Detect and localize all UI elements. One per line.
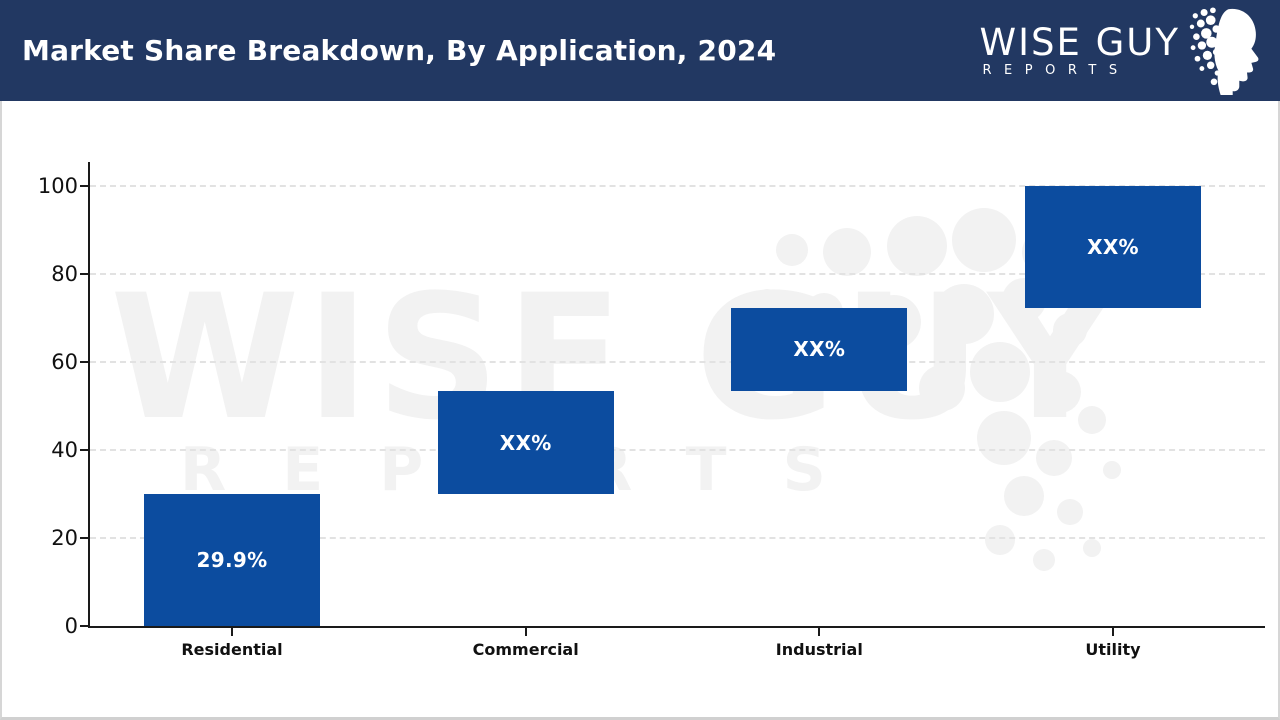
x-axis-tick xyxy=(231,628,233,636)
bar-commercial: XX% xyxy=(437,391,614,495)
category-label-residential: Residential xyxy=(181,640,283,659)
category-label-commercial: Commercial xyxy=(472,640,579,659)
x-axis-tick xyxy=(818,628,821,636)
y-axis-tick-label: 20 xyxy=(51,526,78,550)
bar-value-label: 29.9% xyxy=(196,548,268,573)
gridline-y40 xyxy=(90,449,1265,451)
y-axis-tick-label: 60 xyxy=(51,350,78,374)
waterfall-chart: 0 20 40 60 80 100 29.9% Residential XX% Commercia… xyxy=(2,101,1278,717)
header-bar: Market Share Breakdown, By Application, … xyxy=(0,0,1280,101)
y-axis-line xyxy=(88,162,90,628)
gridline-y20 xyxy=(90,537,1265,539)
x-axis-line xyxy=(88,626,1265,628)
page-title: Market Share Breakdown, By Application, … xyxy=(22,34,777,67)
category-label-utility: Utility xyxy=(1085,640,1141,659)
x-axis-tick xyxy=(1112,628,1114,636)
y-axis-tick xyxy=(80,361,88,363)
gridline-y100 xyxy=(90,185,1265,187)
y-axis-tick xyxy=(80,625,88,627)
bar-value-label: XX% xyxy=(1087,234,1139,259)
x-axis-tick xyxy=(524,628,527,636)
brand-subtitle: REPORTS xyxy=(982,63,1130,78)
bar-industrial: XX% xyxy=(731,307,908,392)
y-axis-tick-label: 80 xyxy=(51,262,78,286)
bar-residential: 29.9% xyxy=(144,494,320,626)
brand-logo: WISE GUY REPORTS xyxy=(980,6,1264,95)
category-label-industrial: Industrial xyxy=(775,640,863,659)
brand-name: WISE GUY xyxy=(979,21,1180,64)
brand-logo-text: WISE GUY REPORTS xyxy=(980,24,1180,77)
y-axis-tick-label: 100 xyxy=(37,174,78,198)
bar-value-label: XX% xyxy=(499,430,552,455)
y-axis-tick-label: 40 xyxy=(51,438,78,462)
y-axis-tick xyxy=(80,449,88,451)
y-axis-tick xyxy=(80,273,88,275)
chart-canvas: WISE GUY REPORTS 02040608010029.9%Reside… xyxy=(0,101,1280,720)
wise-guy-face-icon xyxy=(1189,6,1259,95)
y-axis-tick-label: 0 xyxy=(64,614,78,638)
y-axis-tick xyxy=(80,185,88,187)
bar-value-label: XX% xyxy=(793,337,846,362)
y-axis-tick xyxy=(80,537,88,539)
gridline-y60 xyxy=(90,361,1265,363)
gridline-y80 xyxy=(90,273,1265,275)
bar-utility: XX% xyxy=(1025,186,1201,308)
